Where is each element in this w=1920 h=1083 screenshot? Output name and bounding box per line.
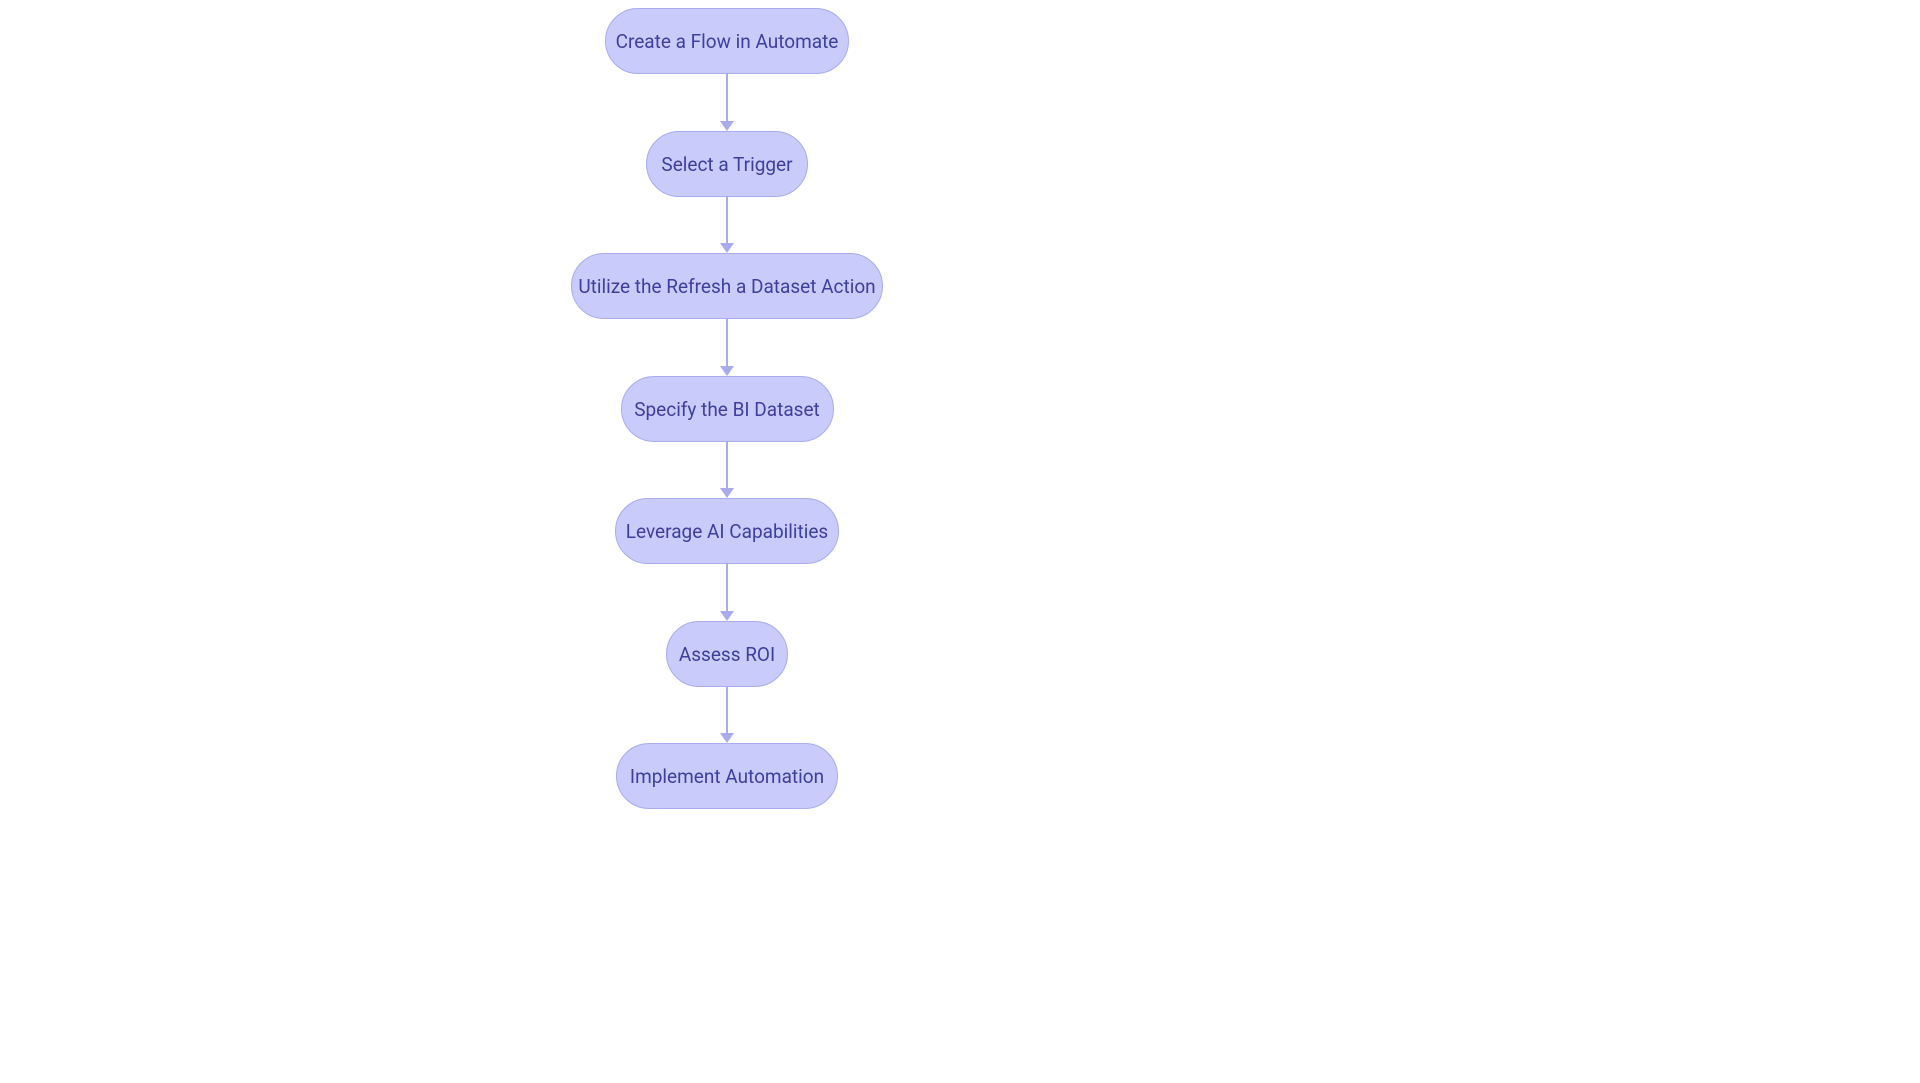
flowchart-edge <box>717 197 737 253</box>
flowchart-node-label: Specify the BI Dataset <box>634 398 820 421</box>
flowchart-node-label: Select a Trigger <box>661 153 792 176</box>
flowchart-node: Select a Trigger <box>646 131 808 197</box>
flowchart-node: Specify the BI Dataset <box>621 376 834 442</box>
flowchart-node-label: Leverage AI Capabilities <box>626 520 828 543</box>
flowchart-node-label: Implement Automation <box>630 765 824 788</box>
flowchart-node: Utilize the Refresh a Dataset Action <box>571 253 883 319</box>
flowchart-node: Assess ROI <box>666 621 788 687</box>
flowchart-node: Leverage AI Capabilities <box>615 498 839 564</box>
flowchart-node: Create a Flow in Automate <box>605 8 849 74</box>
flowchart-edge <box>717 74 737 131</box>
flowchart-edge <box>717 442 737 498</box>
flowchart-edge <box>717 564 737 621</box>
flowchart-canvas: Create a Flow in Automate Select a Trigge… <box>0 0 1920 1083</box>
flowchart-edge <box>717 319 737 376</box>
flowchart-node-label: Utilize the Refresh a Dataset Action <box>578 275 875 298</box>
flowchart-node-label: Assess ROI <box>679 643 775 666</box>
flowchart-edge <box>717 687 737 743</box>
flowchart-node: Implement Automation <box>616 743 838 809</box>
flowchart-node-label: Create a Flow in Automate <box>616 30 839 53</box>
